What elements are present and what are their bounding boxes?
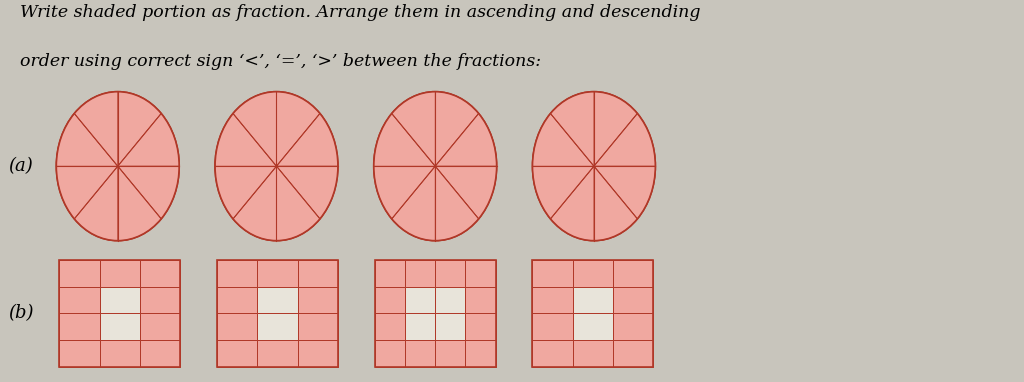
Bar <box>257 340 298 367</box>
Bar <box>375 260 496 367</box>
Bar <box>140 286 180 313</box>
Bar <box>59 286 99 313</box>
Text: (a): (a) <box>8 157 33 175</box>
Polygon shape <box>594 166 655 219</box>
Bar <box>375 313 404 340</box>
Bar <box>99 313 140 340</box>
Bar <box>404 260 435 286</box>
Polygon shape <box>56 166 118 219</box>
Bar <box>298 260 338 286</box>
Polygon shape <box>435 92 478 166</box>
Polygon shape <box>276 113 338 166</box>
Bar <box>59 340 99 367</box>
Bar <box>465 340 496 367</box>
Polygon shape <box>392 166 435 241</box>
Bar <box>257 260 298 286</box>
Bar <box>465 286 496 313</box>
Polygon shape <box>276 166 319 241</box>
Bar <box>59 260 180 367</box>
Bar <box>217 340 257 367</box>
Bar <box>613 260 653 286</box>
Ellipse shape <box>532 92 655 241</box>
Bar <box>572 340 613 367</box>
Bar <box>532 260 572 286</box>
Bar <box>532 260 653 367</box>
Polygon shape <box>118 92 161 166</box>
Polygon shape <box>75 92 118 166</box>
Text: Write shaded portion as fraction. Arrange them in ascending and descending: Write shaded portion as fraction. Arrang… <box>20 4 701 21</box>
Bar <box>99 340 140 367</box>
Bar <box>59 313 99 340</box>
Polygon shape <box>233 92 276 166</box>
Polygon shape <box>276 92 319 166</box>
Polygon shape <box>532 166 594 219</box>
Bar <box>257 313 298 340</box>
Bar <box>298 313 338 340</box>
Bar <box>435 286 465 313</box>
Bar <box>217 260 338 367</box>
Ellipse shape <box>374 92 497 241</box>
Bar <box>375 260 404 286</box>
Polygon shape <box>551 166 594 241</box>
Polygon shape <box>532 113 594 166</box>
Polygon shape <box>594 113 655 166</box>
Polygon shape <box>215 113 276 166</box>
Ellipse shape <box>56 92 179 241</box>
Bar <box>613 313 653 340</box>
Polygon shape <box>118 166 161 241</box>
Bar <box>404 286 435 313</box>
Bar <box>257 286 298 313</box>
Polygon shape <box>75 166 118 241</box>
Bar <box>140 340 180 367</box>
Bar <box>217 260 257 286</box>
Polygon shape <box>233 166 276 241</box>
Polygon shape <box>118 113 179 166</box>
Polygon shape <box>118 166 179 219</box>
Bar <box>465 313 496 340</box>
Bar <box>404 340 435 367</box>
Bar <box>532 340 572 367</box>
Bar <box>435 340 465 367</box>
Polygon shape <box>594 92 637 166</box>
Polygon shape <box>276 166 338 219</box>
Text: order using correct sign ‘<’, ‘=’, ‘>’ between the fractions:: order using correct sign ‘<’, ‘=’, ‘>’ b… <box>20 53 542 71</box>
Bar <box>532 313 572 340</box>
Bar <box>613 340 653 367</box>
Polygon shape <box>374 113 435 166</box>
Polygon shape <box>551 92 594 166</box>
Bar <box>99 260 140 286</box>
Polygon shape <box>435 113 497 166</box>
Polygon shape <box>56 113 118 166</box>
Bar <box>375 340 404 367</box>
Bar <box>140 260 180 286</box>
Bar <box>572 286 613 313</box>
Bar <box>435 260 465 286</box>
Bar <box>613 286 653 313</box>
Text: (b): (b) <box>8 304 34 322</box>
Bar <box>140 313 180 340</box>
Bar <box>217 286 257 313</box>
Polygon shape <box>594 166 637 241</box>
Polygon shape <box>215 166 276 219</box>
Bar <box>465 260 496 286</box>
Bar <box>298 286 338 313</box>
Polygon shape <box>435 166 497 219</box>
Bar <box>572 260 613 286</box>
Bar <box>404 313 435 340</box>
Bar <box>572 313 613 340</box>
Bar <box>59 260 99 286</box>
Bar <box>217 313 257 340</box>
Bar <box>375 286 404 313</box>
Bar <box>532 286 572 313</box>
Bar <box>435 313 465 340</box>
Bar <box>99 286 140 313</box>
Polygon shape <box>374 166 435 219</box>
Bar <box>298 340 338 367</box>
Polygon shape <box>435 166 478 241</box>
Ellipse shape <box>215 92 338 241</box>
Polygon shape <box>392 92 435 166</box>
